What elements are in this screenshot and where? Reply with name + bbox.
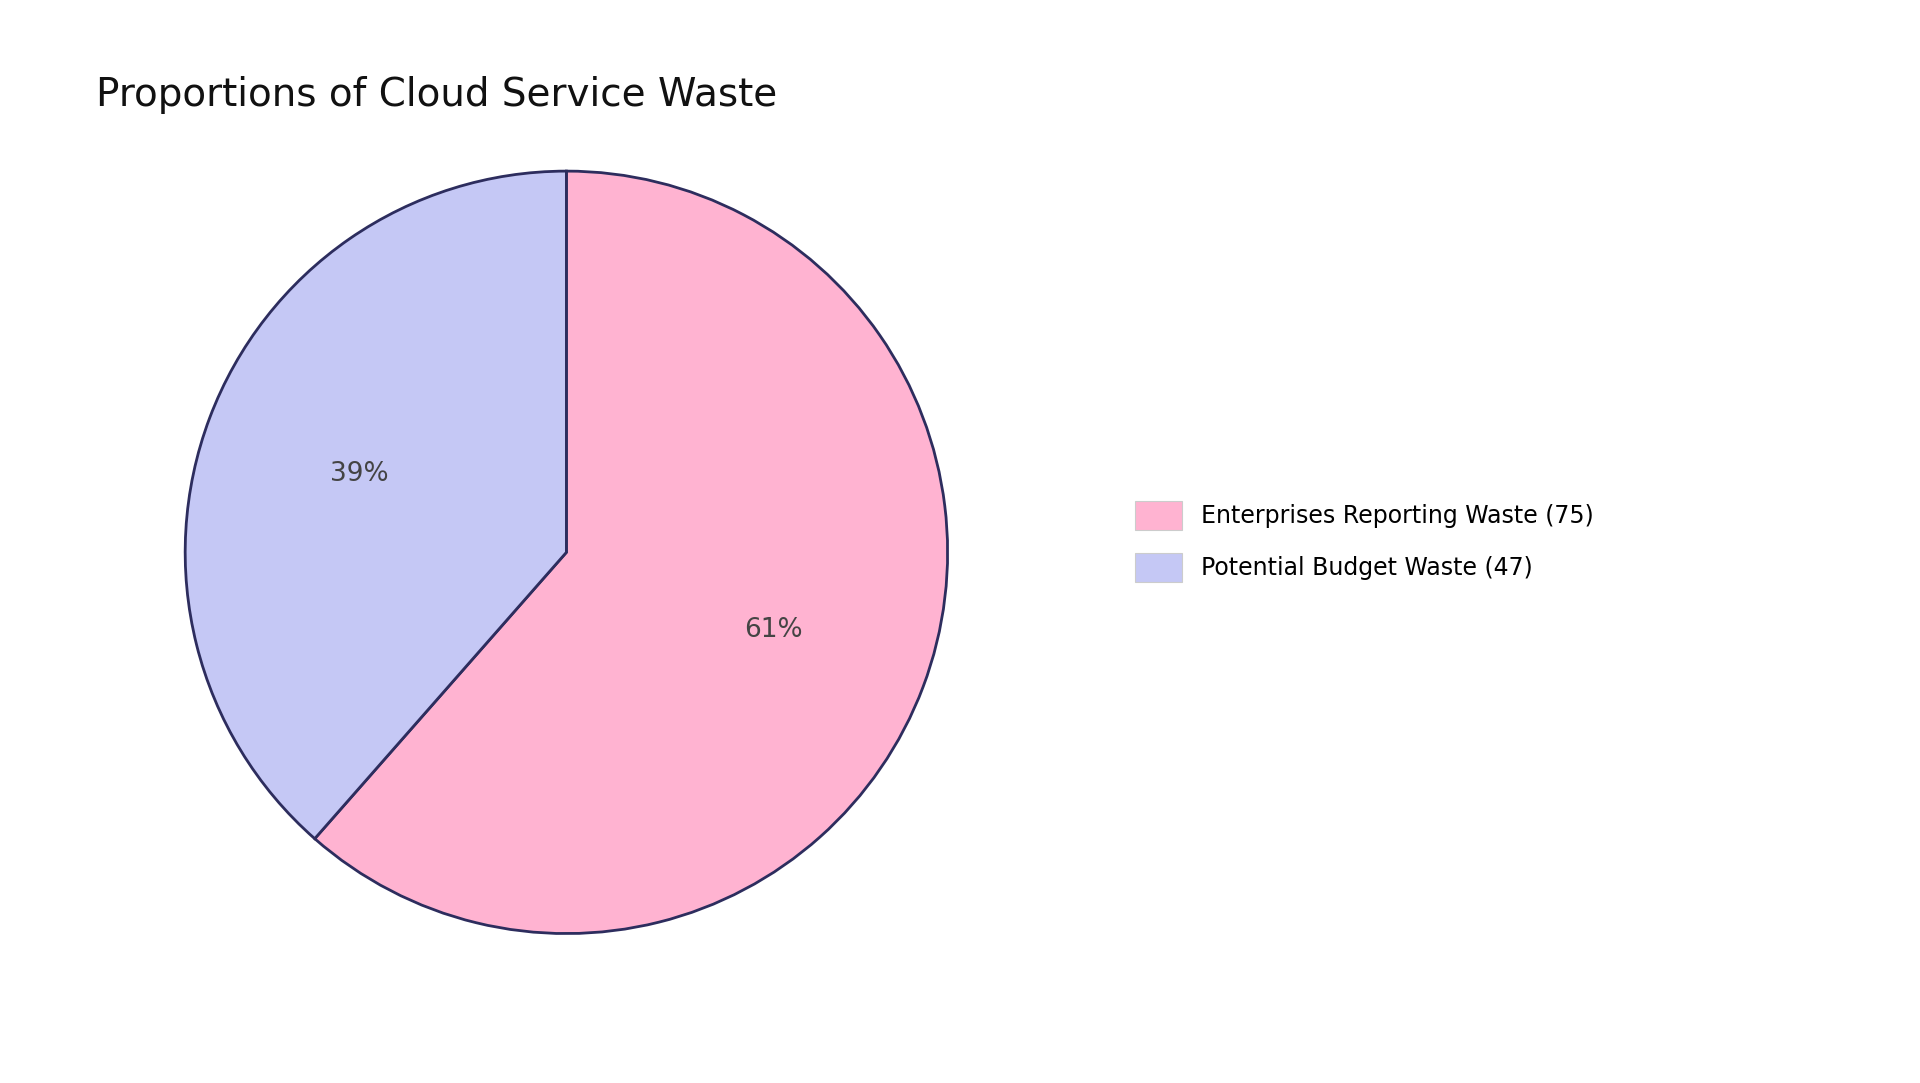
Legend: Enterprises Reporting Waste (75), Potential Budget Waste (47): Enterprises Reporting Waste (75), Potent… xyxy=(1125,492,1603,591)
Wedge shape xyxy=(184,171,566,838)
Wedge shape xyxy=(315,171,948,934)
Text: Proportions of Cloud Service Waste: Proportions of Cloud Service Waste xyxy=(96,76,778,114)
Text: 61%: 61% xyxy=(743,617,803,643)
Text: 39%: 39% xyxy=(330,461,390,487)
